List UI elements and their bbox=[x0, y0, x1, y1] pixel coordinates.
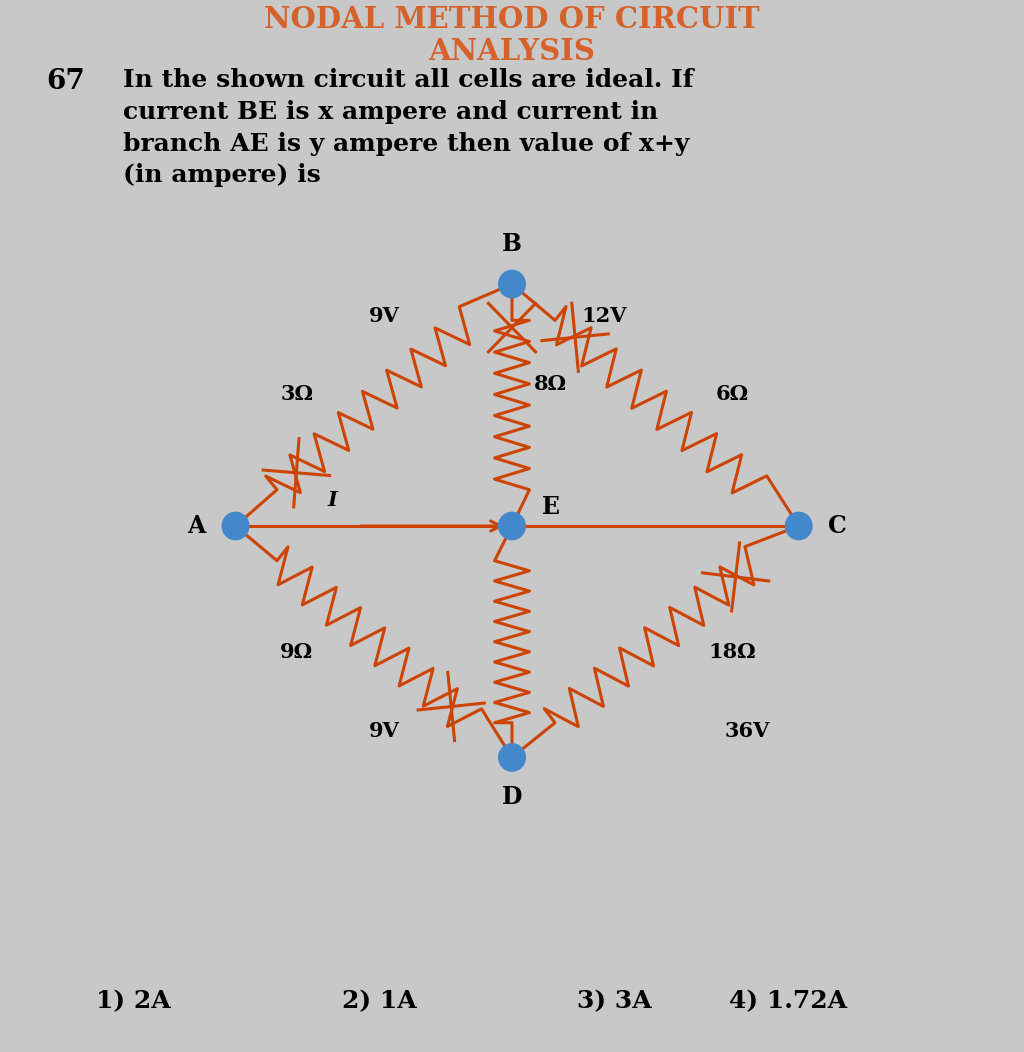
Text: 18Ω: 18Ω bbox=[709, 642, 756, 663]
Text: 9Ω: 9Ω bbox=[281, 642, 313, 663]
Text: 8Ω: 8Ω bbox=[535, 373, 567, 394]
Text: 12V: 12V bbox=[582, 305, 627, 326]
Circle shape bbox=[785, 512, 812, 540]
Text: 3Ω: 3Ω bbox=[281, 384, 313, 405]
Circle shape bbox=[499, 512, 525, 540]
Text: I: I bbox=[328, 489, 338, 510]
Text: 1) 2A: 1) 2A bbox=[96, 990, 170, 1013]
Text: C: C bbox=[828, 514, 847, 538]
Text: 67: 67 bbox=[46, 68, 85, 96]
Text: (in ampere) is: (in ampere) is bbox=[123, 163, 321, 187]
Text: 2) 1A: 2) 1A bbox=[342, 990, 416, 1013]
Circle shape bbox=[499, 744, 525, 771]
Text: current BE is x ampere and current in: current BE is x ampere and current in bbox=[123, 100, 658, 124]
Text: ANALYSIS: ANALYSIS bbox=[429, 37, 595, 66]
Text: 9V: 9V bbox=[369, 721, 399, 742]
Circle shape bbox=[499, 270, 525, 298]
Text: A: A bbox=[187, 514, 206, 538]
Text: 4) 1.72A: 4) 1.72A bbox=[729, 990, 848, 1013]
Text: E: E bbox=[542, 495, 560, 519]
Text: 9V: 9V bbox=[369, 305, 399, 326]
Text: NODAL METHOD OF CIRCUIT: NODAL METHOD OF CIRCUIT bbox=[264, 5, 760, 35]
Text: D: D bbox=[502, 786, 522, 809]
Text: In the shown circuit all cells are ideal. If: In the shown circuit all cells are ideal… bbox=[123, 68, 693, 93]
Text: 36V: 36V bbox=[725, 721, 770, 742]
Text: 6Ω: 6Ω bbox=[716, 384, 749, 405]
Text: 3) 3A: 3) 3A bbox=[578, 990, 651, 1013]
Text: branch AE is y ampere then value of x+y: branch AE is y ampere then value of x+y bbox=[123, 132, 689, 156]
Circle shape bbox=[222, 512, 249, 540]
Text: B: B bbox=[502, 232, 522, 256]
